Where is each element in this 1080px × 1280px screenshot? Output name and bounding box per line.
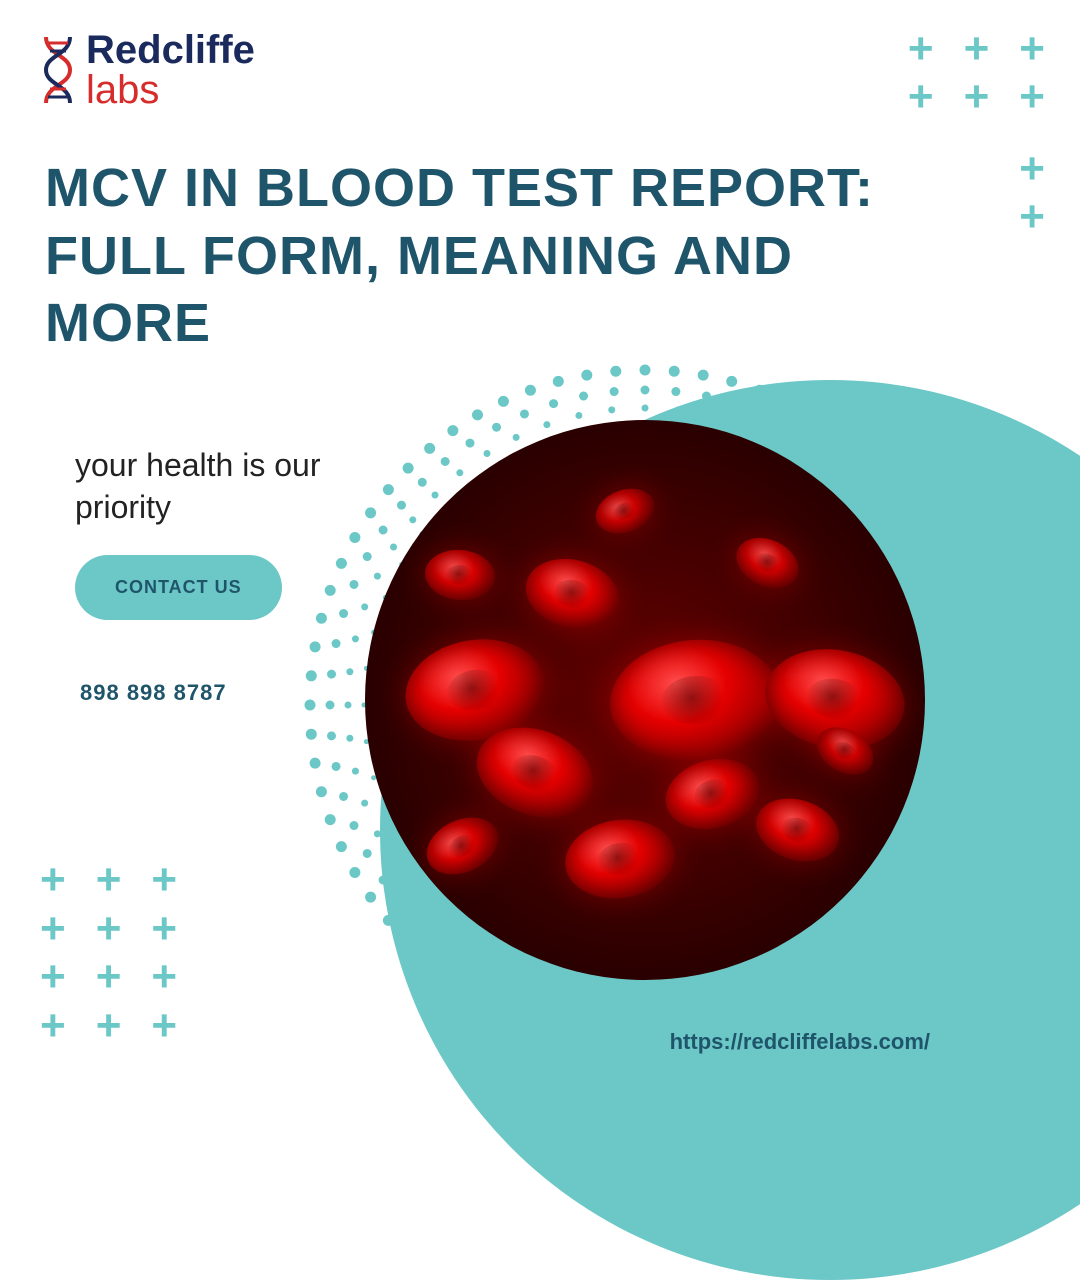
blood-cell [423,547,497,603]
plus-icon: + [96,1002,122,1050]
plus-icon: + [1019,73,1045,121]
dna-icon [40,35,76,105]
phone-number: 898 898 8787 [80,680,227,706]
plus-icon: + [96,953,122,1001]
blood-cell [418,807,508,886]
blood-cell [605,633,785,767]
blood-cell [590,481,661,541]
plus-icon: + [908,73,934,121]
plus-icon: + [1019,193,1045,241]
blood-cell [728,528,806,597]
plus-icon: + [964,73,990,121]
plus-decor-bottom-left: ++++++++++++ [40,856,177,1050]
blood-cell [658,749,767,839]
headline: MCV IN BLOOD TEST REPORT: FULL FORM, MEA… [45,155,945,358]
plus-icon: + [1019,145,1045,193]
plus-icon: + [96,905,122,953]
blood-cell [560,813,680,906]
hero-image [365,420,925,980]
plus-decor-right: ++ [1019,145,1045,242]
plus-icon: + [96,856,122,904]
plus-icon: + [40,1002,66,1050]
plus-icon: + [908,25,934,73]
plus-icon: + [964,25,990,73]
plus-icon: + [40,905,66,953]
blood-cell [518,549,627,639]
plus-icon: + [151,1002,177,1050]
blood-cell [748,788,847,871]
tagline: your health is our priority [75,445,355,528]
plus-icon: + [151,905,177,953]
website-url[interactable]: https://redcliffelabs.com/ [670,1029,930,1055]
brand-logo: Redcliffe labs [40,30,255,110]
plus-icon: + [40,856,66,904]
plus-icon: + [1019,25,1045,73]
logo-text-top: Redcliffe [86,30,255,70]
plus-icon: + [151,953,177,1001]
plus-decor-top-right: ++++++ [908,25,1045,122]
logo-text-bottom: labs [86,70,255,110]
plus-icon: + [151,856,177,904]
plus-icon: + [40,953,66,1001]
contact-us-button[interactable]: CONTACT US [75,555,282,620]
